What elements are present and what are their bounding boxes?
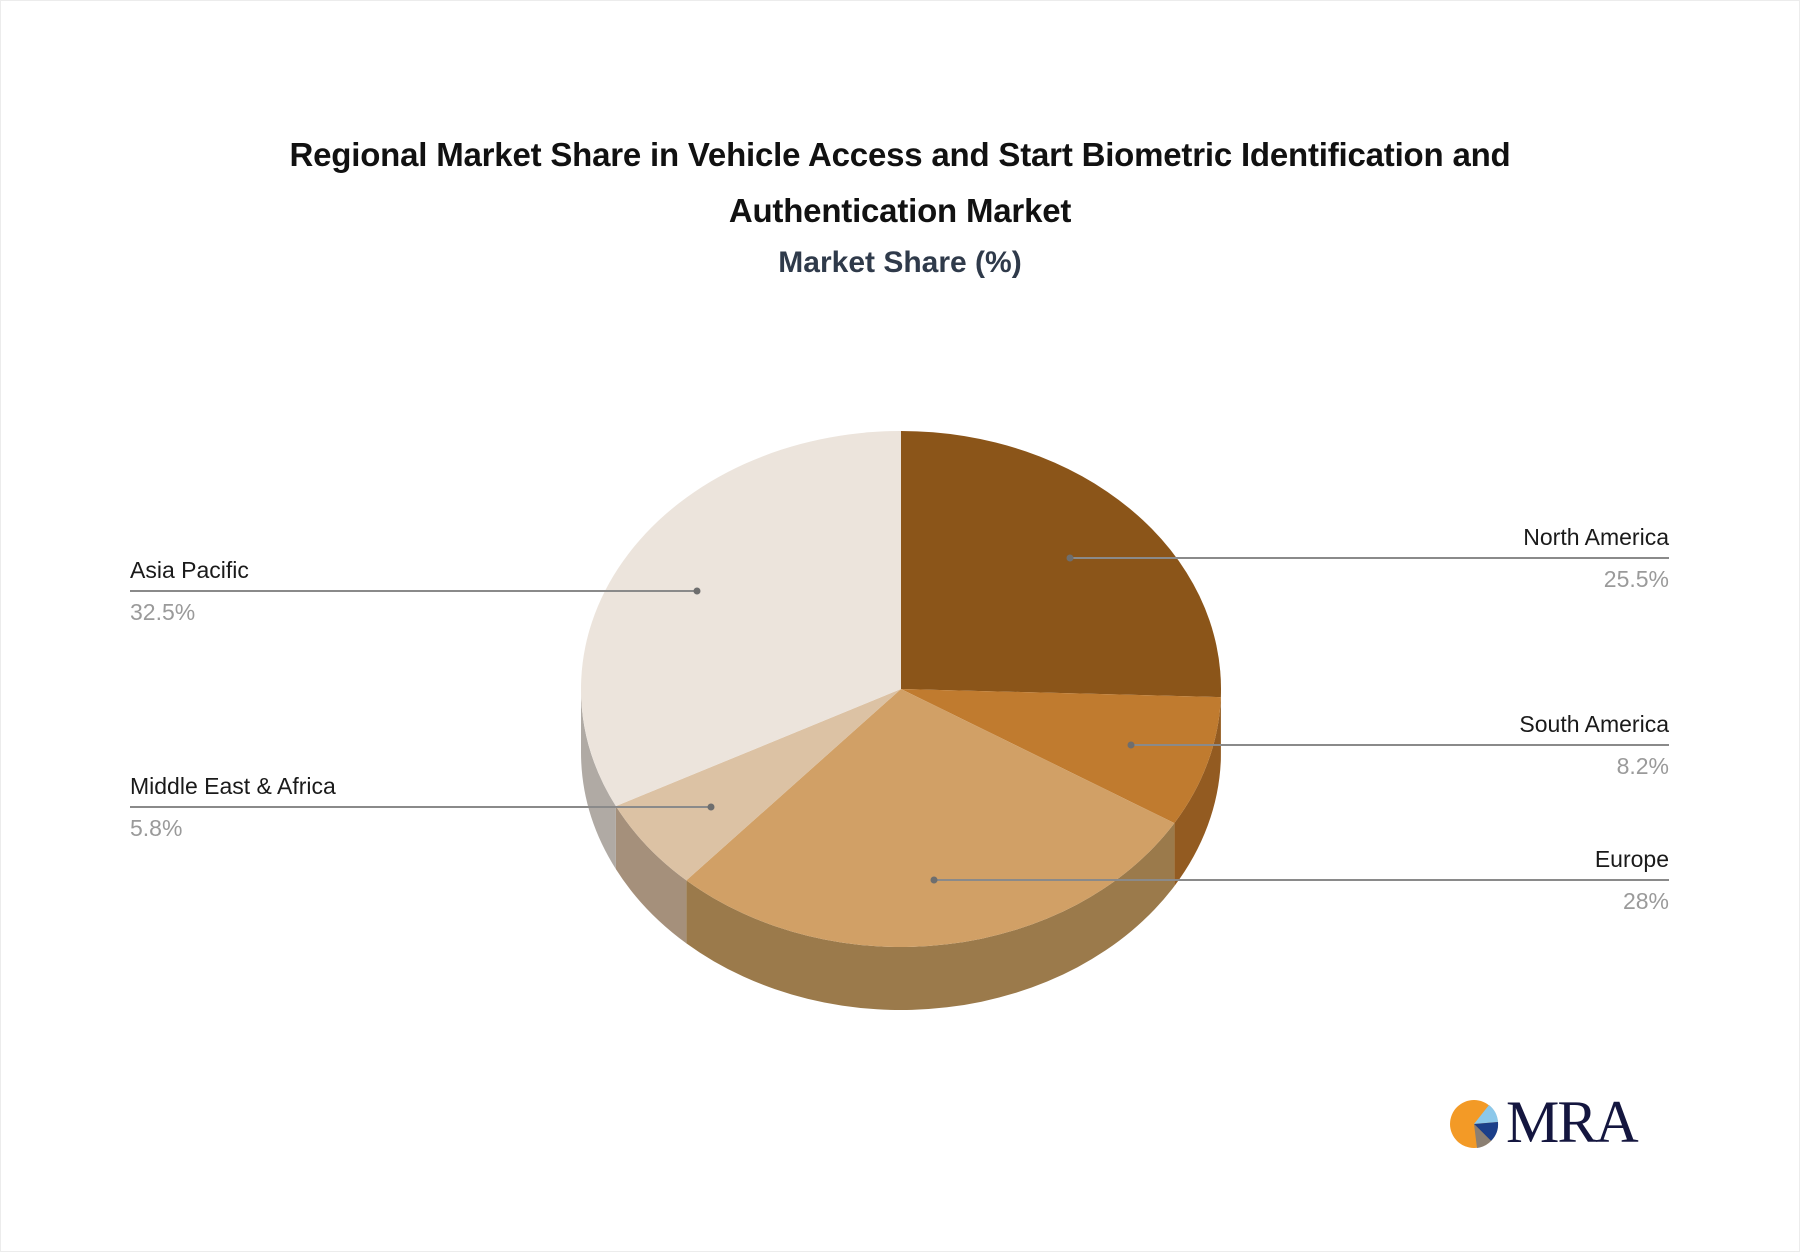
chart-subtitle: Market Share (%) [778,246,1022,279]
callout-dot [693,587,701,595]
chart-title-line-2: Authentication Market [728,192,1072,229]
pie-slice-asia-pacific [581,431,901,807]
pie-side-asia-pacific [581,689,616,870]
mra-logo: MRA [1448,1092,1644,1152]
logo-pie-icon [1450,1100,1499,1148]
logo-text: MRA [1506,1089,1639,1155]
pie-slice-middle-east-africa [615,689,901,881]
callout-dot [1066,554,1074,562]
value-asia-pacific: 32.5% [130,599,196,625]
label-north-america: North America [1523,524,1669,550]
value-north-america: 25.5% [1603,566,1669,592]
value-europe: 28% [1622,888,1669,914]
value-middle-east-africa: 5.8% [130,815,183,841]
pie-slice-north-america [901,431,1221,698]
callout-dot [930,876,938,884]
label-asia-pacific: Asia Pacific [130,557,249,583]
label-europe: Europe [1594,846,1669,872]
value-south-america: 8.2% [1616,753,1669,779]
pie-slice-europe [686,689,1175,947]
callout-dot [707,803,715,811]
chart-title-line-1: Regional Market Share in Vehicle Access … [289,136,1511,173]
pie-side-europe [686,823,1175,1011]
callout-dot [1127,741,1135,749]
pie-slice-south-america [901,689,1221,824]
pie-side-middle-east-africa [615,806,687,944]
pie-side-south-america [1174,697,1221,887]
label-middle-east-africa: Middle East & Africa [130,773,336,799]
label-south-america: South America [1519,711,1669,737]
